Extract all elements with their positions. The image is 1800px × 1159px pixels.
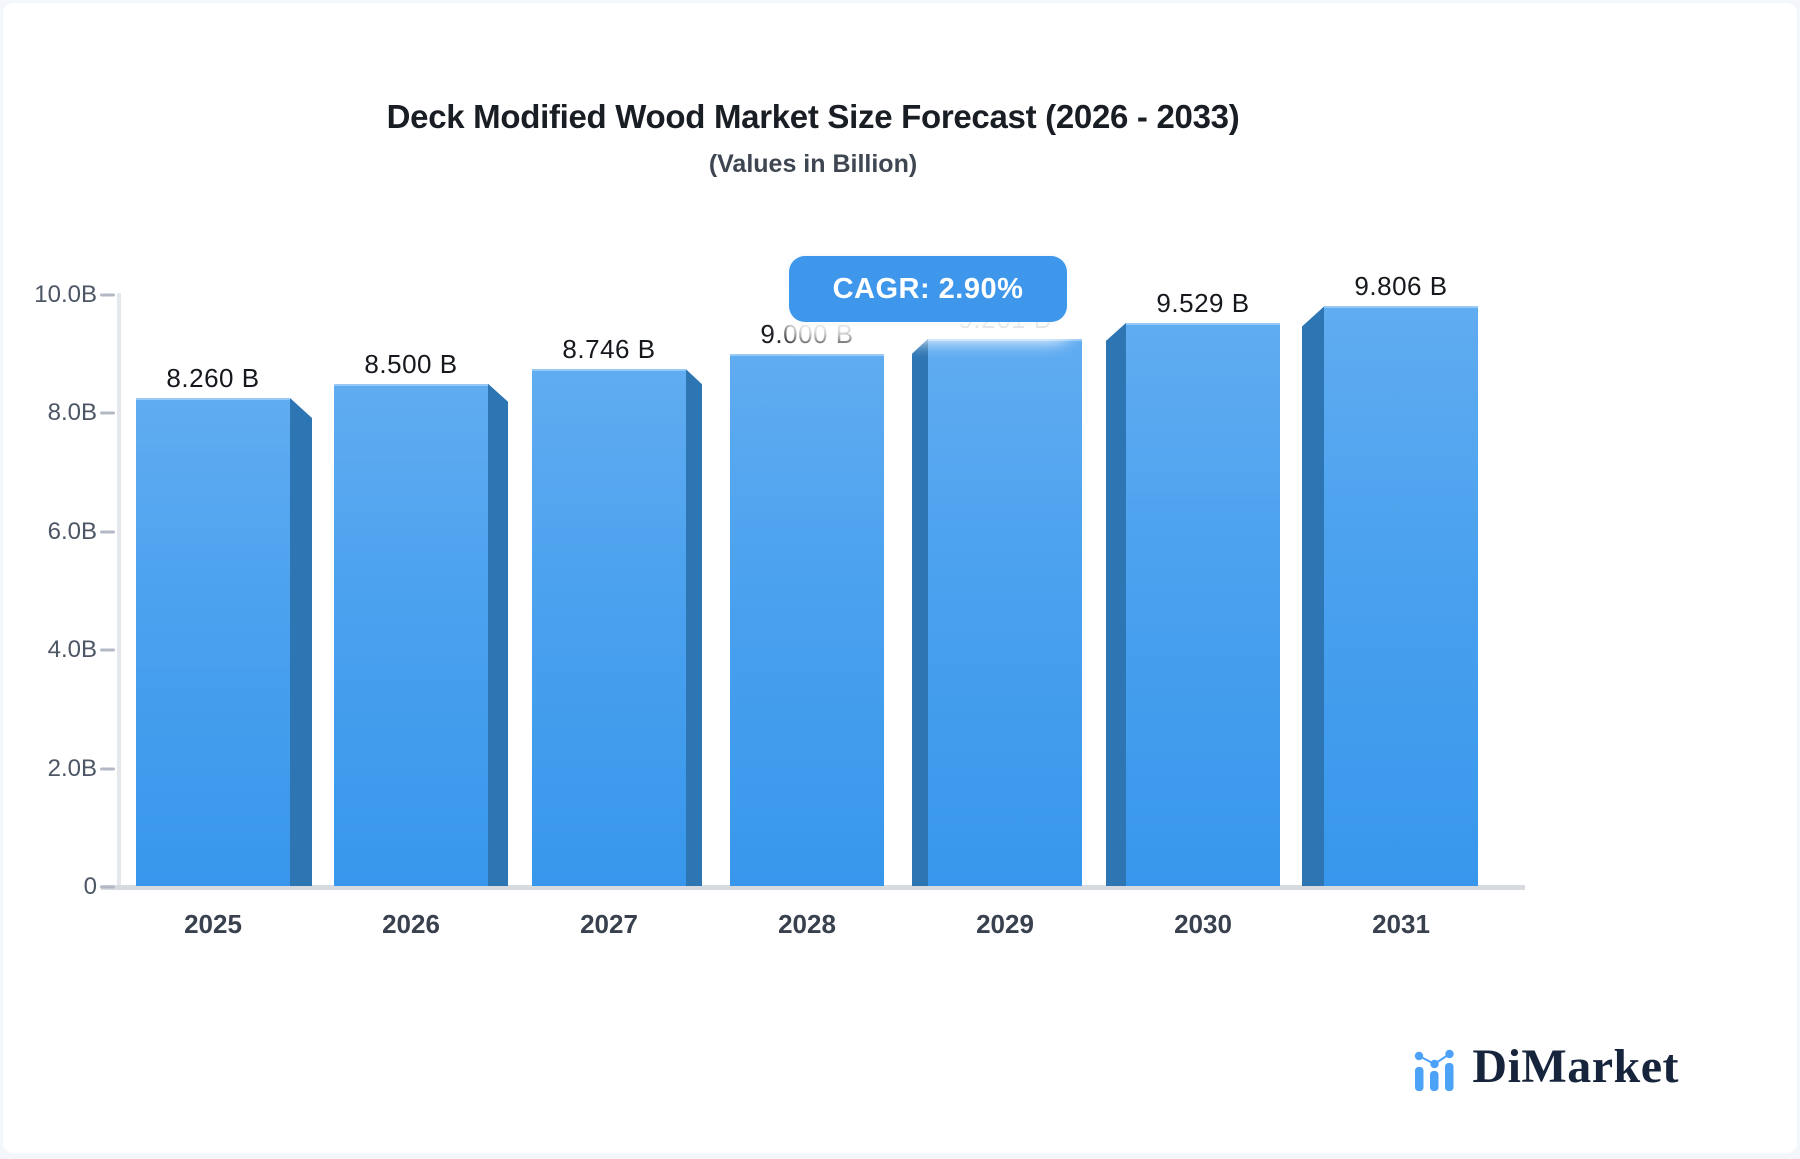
y-axis-tick-label: 8.0B — [47, 399, 97, 427]
y-axis-tick-mark — [100, 411, 115, 415]
y-axis-tick-label: 0 — [83, 873, 97, 900]
bar-chart-logo-icon — [1415, 1049, 1455, 1091]
x-axis-label-2029: 2029 — [976, 909, 1034, 939]
bar-3d-side-2025 — [290, 398, 312, 886]
y-axis-line — [117, 293, 121, 887]
x-axis-label-2025: 2025 — [184, 909, 242, 939]
x-axis-label-2027: 2027 — [580, 909, 638, 939]
chart-subtitle: (Values in Billion) — [708, 150, 918, 178]
x-axis-label-2031: 2031 — [1372, 909, 1430, 939]
chart-title: Deck Modified Wood Market Size Forecast … — [386, 98, 1240, 135]
dimarket-logo: DiMarket — [1414, 1043, 1679, 1091]
bar-3d-side-2026 — [488, 383, 508, 886]
bar-3d-side-2030 — [1106, 322, 1126, 886]
bar-2028[interactable] — [730, 354, 884, 886]
y-axis-tick-mark — [100, 767, 115, 771]
x-axis-label-2028: 2028 — [778, 909, 836, 939]
bar-value-label-2025: 8.260 B — [166, 363, 260, 393]
bar-value-label-2028: 9.000 B — [760, 319, 854, 350]
bar-value-label-2031: 9.806 B — [1354, 271, 1448, 302]
bar-value-label-2030: 9.529 B — [1156, 287, 1250, 318]
plot-area: 10.0B 8.0B 6.0B 4.0B 2.0B 0 8.260 B 2025 8.500 … — [3, 3, 1800, 1159]
y-axis-tick-mark — [100, 293, 115, 297]
y-axis-tick-label: 4.0B — [47, 636, 97, 664]
bar-2025[interactable] — [136, 398, 290, 886]
bar-3d-side-2031 — [1302, 306, 1324, 886]
x-axis-label-2026: 2026 — [382, 909, 440, 939]
dimarket-logo-text: DiMarket — [1472, 1040, 1679, 1093]
y-axis-tick-mark — [100, 648, 115, 652]
y-axis-tick-mark — [100, 530, 115, 534]
chart-card: Deck Modified Wood Market Size Forecast … — [3, 3, 1797, 1153]
bar-2026[interactable] — [334, 383, 488, 886]
y-axis-tick-mark — [100, 885, 115, 889]
y-axis-tick-label: 10.0B — [34, 281, 97, 308]
cagr-badge: CAGR: 2.90% — [789, 256, 1067, 322]
x-axis-label-2030: 2030 — [1174, 909, 1232, 939]
bar-2031[interactable] — [1324, 306, 1478, 886]
y-axis-tick-label: 2.0B — [47, 754, 97, 782]
bar-3d-side-2029 — [912, 338, 928, 886]
bar-2029[interactable] — [928, 338, 1082, 886]
bar-2027[interactable] — [532, 369, 686, 886]
bar-3d-side-2027 — [686, 369, 702, 886]
y-axis-tick-label: 6.0B — [47, 517, 97, 545]
chart-header: Deck Modified Wood Market Size Forecast … — [3, 98, 1623, 179]
bar-2030[interactable] — [1126, 322, 1280, 886]
x-axis-line — [101, 885, 1525, 890]
bar-value-label-2026: 8.500 B — [364, 348, 458, 379]
bar-value-label-2027: 8.746 B — [562, 334, 656, 365]
